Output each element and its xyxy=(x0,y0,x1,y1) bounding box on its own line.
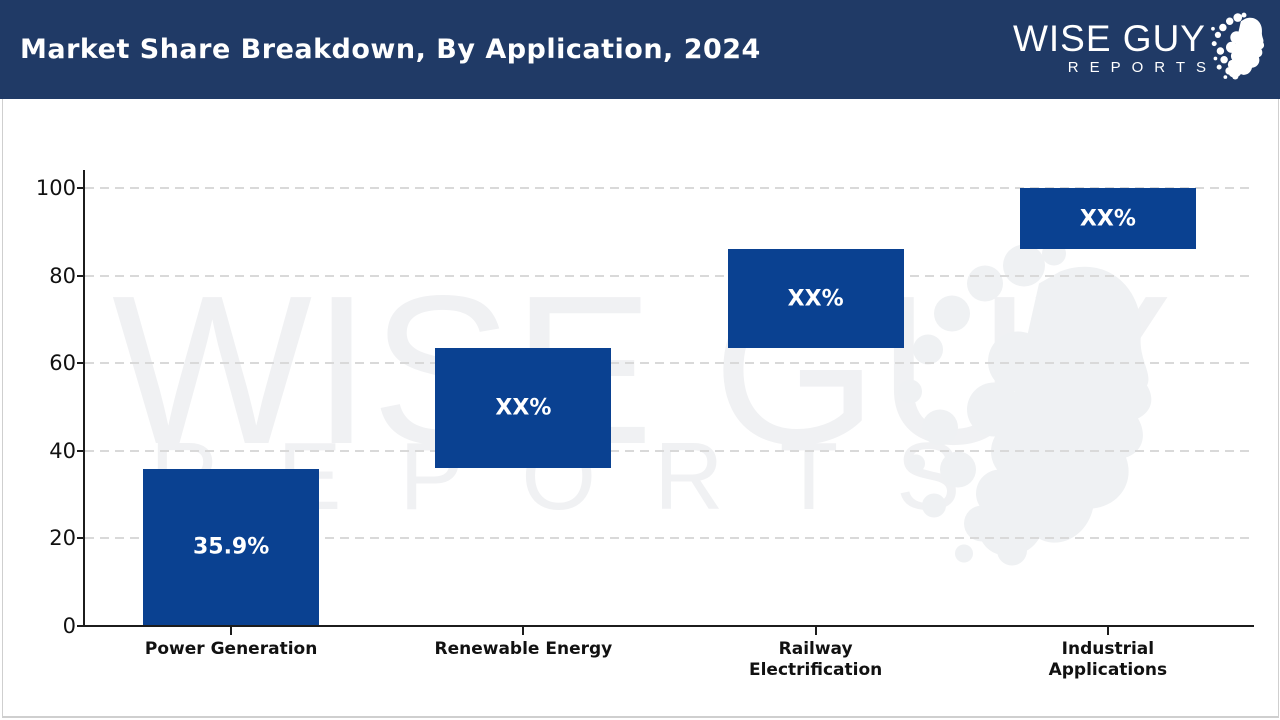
x-axis-line xyxy=(83,625,1254,627)
y-axis-tick xyxy=(77,625,85,627)
gridline xyxy=(85,187,1254,189)
y-axis-tick-label: 20 xyxy=(49,526,76,551)
header-bar: Market Share Breakdown, By Application, … xyxy=(0,0,1280,99)
y-axis-tick xyxy=(77,362,85,365)
y-axis-tick-label: 60 xyxy=(49,351,76,376)
y-axis-tick-label: 100 xyxy=(35,176,76,200)
logo-head-icon xyxy=(1211,12,1265,80)
y-axis-tick xyxy=(77,449,85,452)
x-axis-tick xyxy=(1106,627,1109,635)
bar-value-label: XX% xyxy=(495,395,552,421)
bar-industrial-applications xyxy=(1019,188,1196,250)
x-axis-tick xyxy=(814,627,817,635)
y-axis-tick xyxy=(77,187,85,189)
x-axis-tick xyxy=(230,627,233,635)
logo-wordmark: WISE GUY REPORTS xyxy=(1013,20,1206,75)
x-category-label-2: Renewable Energy xyxy=(434,639,613,659)
gridline xyxy=(85,274,1254,277)
gridline xyxy=(85,362,1254,365)
bar-value-label: XX% xyxy=(787,286,844,312)
logo-title-text: WISE GUY xyxy=(1012,17,1206,59)
y-axis-tick-label: 40 xyxy=(49,438,76,463)
y-axis-tick-label: 0 xyxy=(62,614,76,638)
logo-subtitle-text: REPORTS xyxy=(1067,58,1217,76)
page-title: Market Share Breakdown, By Application, … xyxy=(20,34,761,65)
logo: WISE GUY REPORTS xyxy=(1013,6,1270,88)
x-category-label-3: Railway Electrification xyxy=(748,639,883,680)
y-axis-tick xyxy=(77,274,85,277)
x-axis-tick xyxy=(522,627,525,635)
bar-railway-electrification xyxy=(727,249,904,348)
gridline xyxy=(85,449,1254,452)
gridline xyxy=(85,537,1254,540)
bar-value-label: XX% xyxy=(1079,206,1136,232)
x-category-label-1: Power Generation xyxy=(144,639,318,659)
y-axis-tick-label: 80 xyxy=(49,263,76,288)
y-axis-line xyxy=(83,170,85,627)
x-category-label-4: Industrial Applications xyxy=(1048,639,1168,680)
y-axis-tick xyxy=(77,537,85,540)
bar-power-generation xyxy=(143,468,320,626)
bar-value-label: 35.9% xyxy=(192,534,270,560)
bar-renewable-energy xyxy=(435,347,612,469)
